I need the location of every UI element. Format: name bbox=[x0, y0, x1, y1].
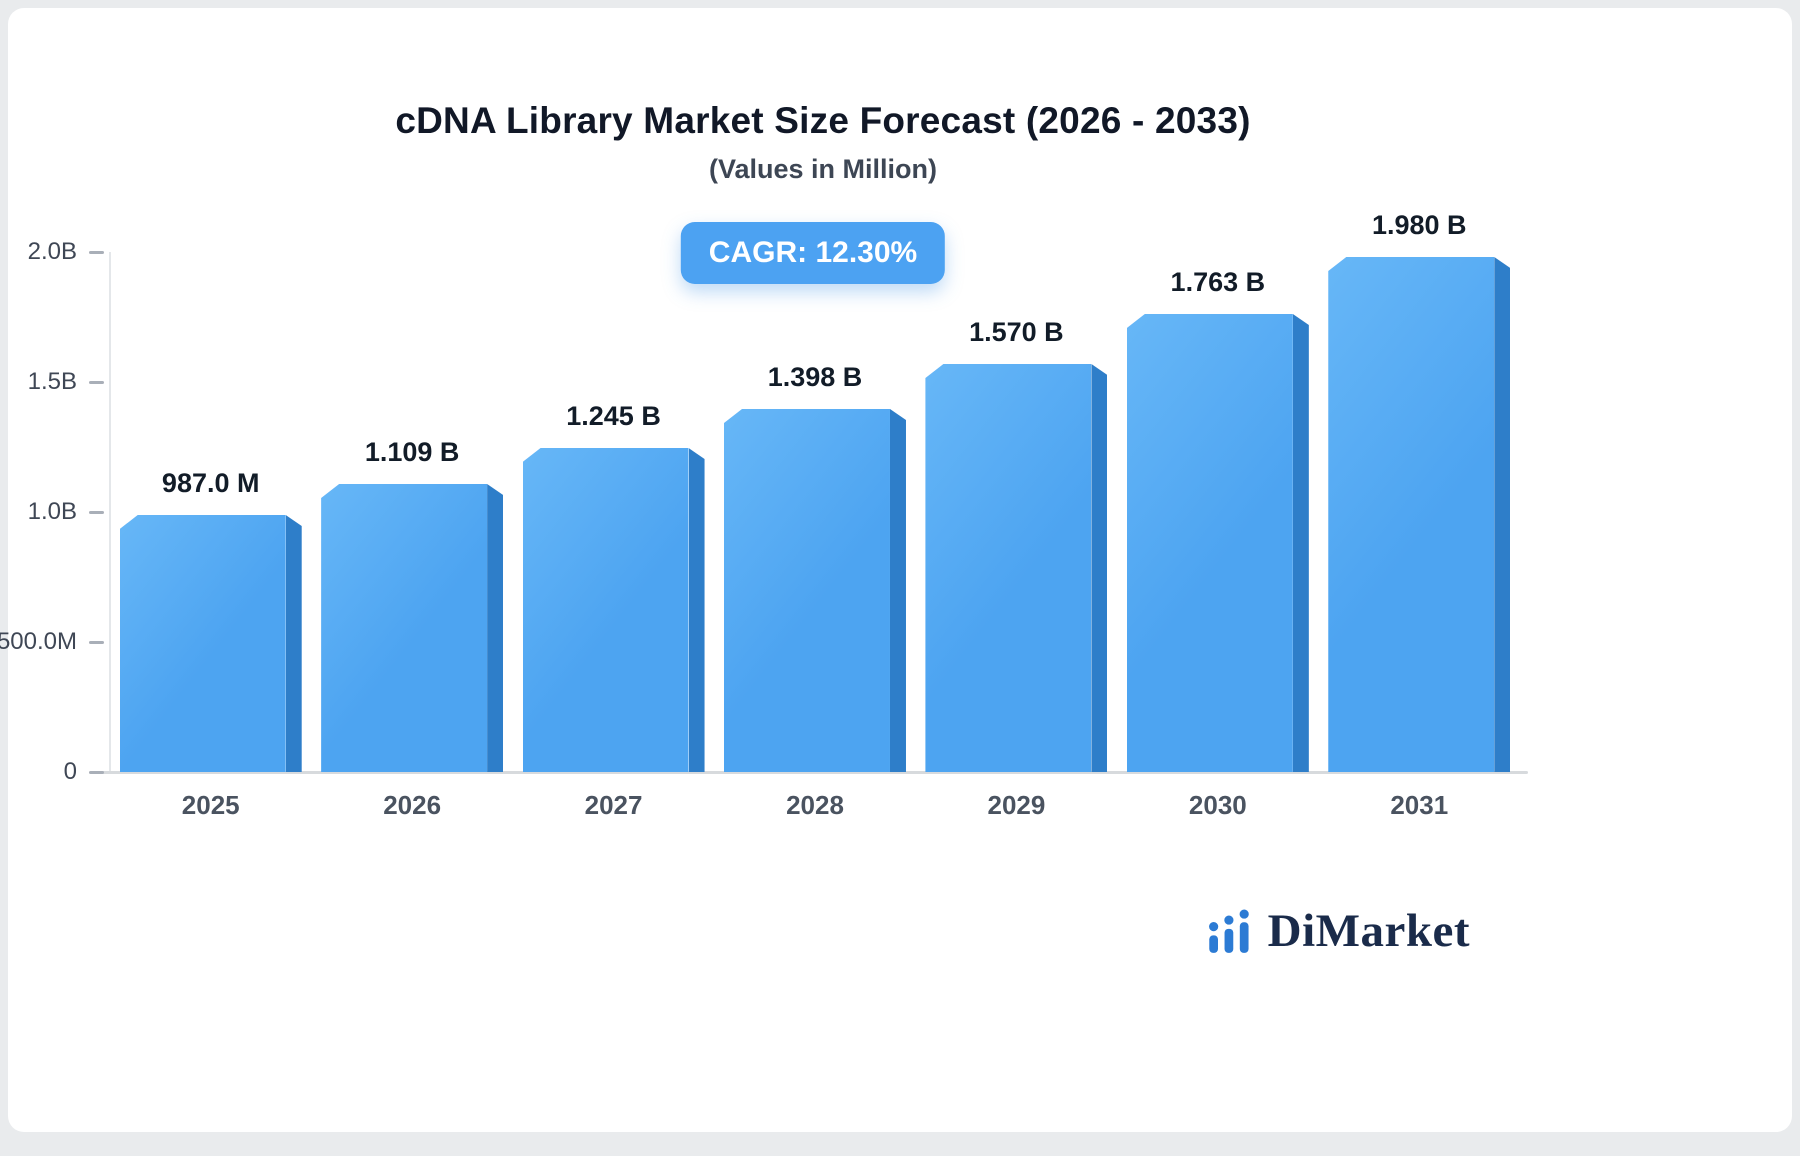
bar-value-label: 1.980 B bbox=[1371, 210, 1467, 240]
y-axis-tick-label: 2.0B bbox=[27, 238, 77, 265]
bar-front-face bbox=[522, 448, 689, 772]
bar-value-label: 1.109 B bbox=[364, 437, 460, 467]
bar-group: 1.109 B 2026 bbox=[311, 252, 512, 820]
bar-2031 bbox=[1328, 257, 1511, 772]
y-axis-tick-mark bbox=[89, 380, 104, 384]
bar-chart-plot-area: 0 500.0M 1.0B 1.5B 2.0B 987.0 M 2025 1.109 B 202… bbox=[0, 210, 1528, 820]
y-axis-tick: 2.0B bbox=[28, 238, 104, 266]
bar-front-face bbox=[119, 515, 286, 772]
bar-group: 1.980 B 2031 bbox=[1319, 210, 1520, 820]
y-axis-tick-mark bbox=[89, 510, 104, 514]
bar-2025 bbox=[119, 515, 302, 772]
brand-name: DiMarket bbox=[1267, 905, 1470, 957]
bar-side-face bbox=[1494, 257, 1511, 772]
x-axis-label: 2031 bbox=[1390, 790, 1449, 820]
bar-side-face bbox=[1292, 314, 1309, 772]
y-axis-tick-mark bbox=[89, 250, 104, 254]
y-axis-tick-label: 1.5B bbox=[27, 368, 77, 395]
y-axis-tick-label: 1.0B bbox=[27, 498, 77, 525]
bar-value-label: 987.0 M bbox=[161, 468, 260, 498]
chart-header: cDNA Library Market Size Forecast (2026 … bbox=[8, 8, 1638, 185]
bar-front-face bbox=[1126, 314, 1293, 772]
x-axis-line bbox=[96, 771, 1528, 774]
y-axis-tick: 1.0B bbox=[28, 498, 104, 526]
brand-logo: DiMarket bbox=[1206, 904, 1470, 958]
y-axis-tick-mark bbox=[89, 770, 104, 774]
bar-front-face bbox=[321, 484, 488, 772]
bar-2026 bbox=[321, 484, 504, 772]
x-axis-label: 2029 bbox=[987, 790, 1046, 820]
bar-front-face bbox=[723, 409, 890, 772]
bar-side-face bbox=[688, 448, 705, 772]
bar-group: 1.763 B 2030 bbox=[1117, 252, 1318, 820]
cagr-badge: CAGR: 12.30% bbox=[680, 222, 946, 284]
y-axis-tick: 0 bbox=[64, 758, 104, 786]
x-axis-label: 2027 bbox=[584, 790, 643, 820]
bar-front-face bbox=[925, 364, 1092, 772]
chart-title: cDNA Library Market Size Forecast (2026 … bbox=[395, 100, 1251, 141]
bar-side-face bbox=[487, 484, 504, 772]
bar-2027 bbox=[522, 448, 705, 772]
y-axis-tick: 500.0M bbox=[0, 628, 104, 656]
y-axis-tick-label: 0 bbox=[63, 758, 77, 785]
bar-group: 1.398 B 2028 bbox=[714, 252, 915, 820]
y-axis-tick: 1.5B bbox=[28, 368, 104, 396]
bar-group: 1.245 B 2027 bbox=[513, 252, 714, 820]
bar-value-label: 1.570 B bbox=[969, 317, 1064, 347]
bar-2030 bbox=[1126, 314, 1309, 772]
x-axis-label: 2030 bbox=[1188, 790, 1247, 820]
bar-value-label: 1.398 B bbox=[767, 362, 863, 392]
bar-group: 987.0 M 2025 bbox=[110, 252, 311, 820]
bar-value-label: 1.763 B bbox=[1170, 267, 1266, 297]
chart-subtitle: (Values in Million) bbox=[708, 154, 938, 184]
x-axis-label: 2028 bbox=[786, 790, 844, 820]
x-axis-label: 2026 bbox=[383, 790, 442, 820]
y-axis-tick-label: 500.0M bbox=[0, 628, 77, 655]
x-axis-label: 2025 bbox=[181, 790, 240, 820]
chart-card: cDNA Library Market Size Forecast (2026 … bbox=[0, 8, 1792, 1132]
bar-front-face bbox=[1328, 257, 1495, 772]
bar-chart-dots-icon bbox=[1208, 909, 1249, 953]
bar-group: 1.570 B 2029 bbox=[916, 252, 1117, 820]
bar-side-face bbox=[285, 515, 302, 772]
bar-value-label: 1.245 B bbox=[566, 401, 661, 431]
bar-2028 bbox=[723, 409, 906, 772]
y-axis-line bbox=[109, 252, 111, 772]
bar-side-face bbox=[889, 409, 906, 772]
bar-side-face bbox=[1091, 364, 1108, 772]
bar-2029 bbox=[925, 364, 1108, 772]
y-axis-tick-mark bbox=[89, 640, 104, 644]
